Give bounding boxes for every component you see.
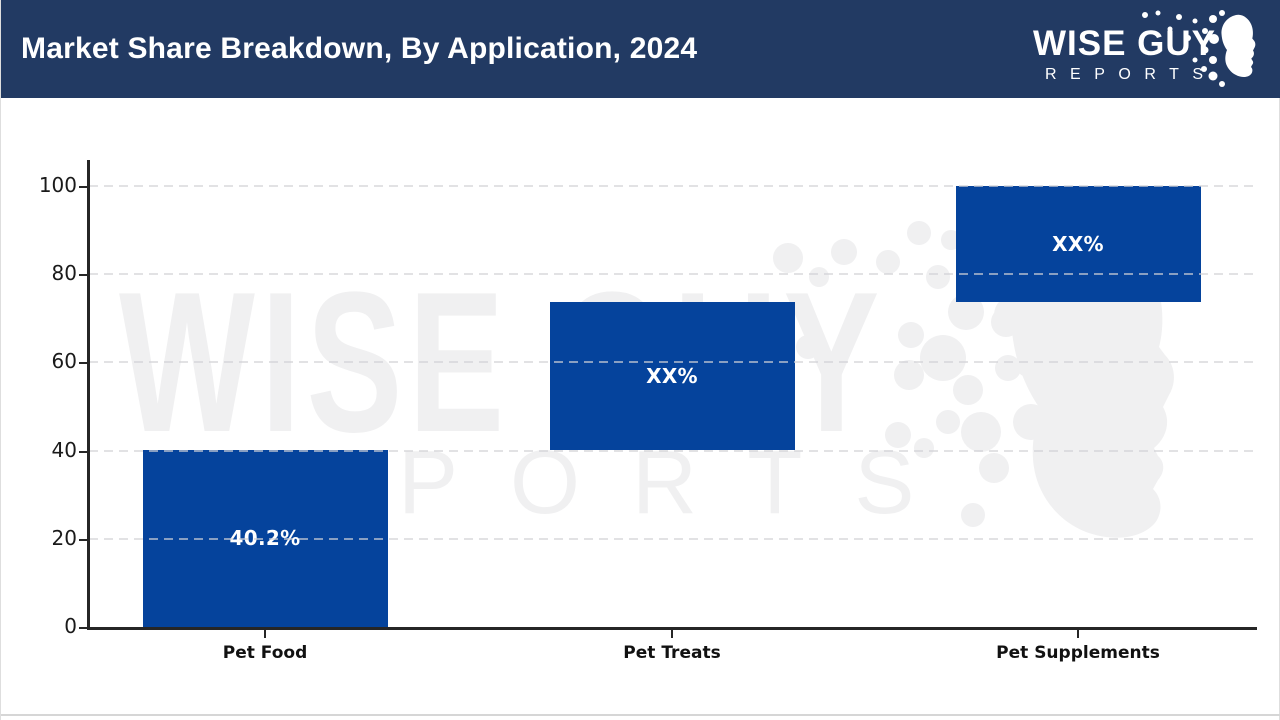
y-tick-100 — [79, 186, 88, 188]
x-tick-1 — [264, 630, 266, 638]
bar-pet-supplements: XX% — [955, 186, 1201, 302]
y-tick-label-60: 60 — [51, 349, 77, 374]
y-tick-20 — [79, 538, 88, 541]
chart-area: WISE GUY REPORTS 40.2% XX% XX% 0 20 40 60 80 10 — [1, 98, 1280, 714]
logo-text-main: WISE GUY — [1033, 24, 1216, 63]
y-tick-40 — [79, 450, 88, 453]
y-tick-60 — [79, 362, 88, 365]
x-tick-3 — [1077, 630, 1079, 638]
y-tick-0 — [79, 627, 88, 629]
x-category-label: Pet Supplements — [996, 643, 1160, 663]
x-axis-line — [89, 627, 1257, 630]
gridline-80 — [89, 273, 1257, 276]
y-axis-line — [87, 160, 90, 630]
y-tick-label-20: 20 — [51, 525, 77, 550]
gridline-20 — [89, 537, 1257, 540]
logo-face-icon — [1142, 10, 1256, 87]
page-title: Market Share Breakdown, By Application, … — [21, 32, 698, 65]
y-tick-80 — [79, 274, 88, 277]
logo-text-sub: REPORTS — [1045, 66, 1217, 83]
bar-value-label: XX% — [646, 363, 698, 388]
header-bar: Market Share Breakdown, By Application, … — [1, 0, 1280, 98]
x-tick-2 — [671, 630, 673, 638]
wise-guy-reports-logo: WISE GUY REPORTS — [1033, 10, 1256, 87]
y-tick-label-40: 40 — [51, 437, 77, 462]
bar-pet-treats: XX% — [549, 301, 795, 450]
bar-value-label: XX% — [1052, 231, 1104, 256]
y-tick-label-0: 0 — [64, 614, 77, 638]
y-tick-label-100: 100 — [38, 173, 77, 197]
gridline-60 — [89, 361, 1257, 364]
bottom-border — [1, 714, 1280, 716]
x-category-label: Pet Treats — [623, 643, 721, 663]
gridline-100 — [89, 185, 1257, 187]
gridline-40 — [89, 449, 1257, 452]
x-category-label: Pet Food — [222, 643, 308, 663]
y-tick-label-80: 80 — [51, 261, 77, 286]
